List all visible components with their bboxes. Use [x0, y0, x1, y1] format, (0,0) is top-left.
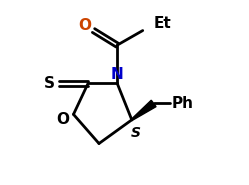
Polygon shape	[131, 100, 156, 120]
Text: O: O	[56, 112, 69, 127]
Text: N: N	[111, 67, 124, 82]
Text: Et: Et	[154, 16, 172, 31]
Text: O: O	[78, 18, 91, 33]
Text: Ph: Ph	[172, 96, 194, 111]
Text: S: S	[44, 76, 55, 91]
Text: S: S	[130, 126, 140, 140]
